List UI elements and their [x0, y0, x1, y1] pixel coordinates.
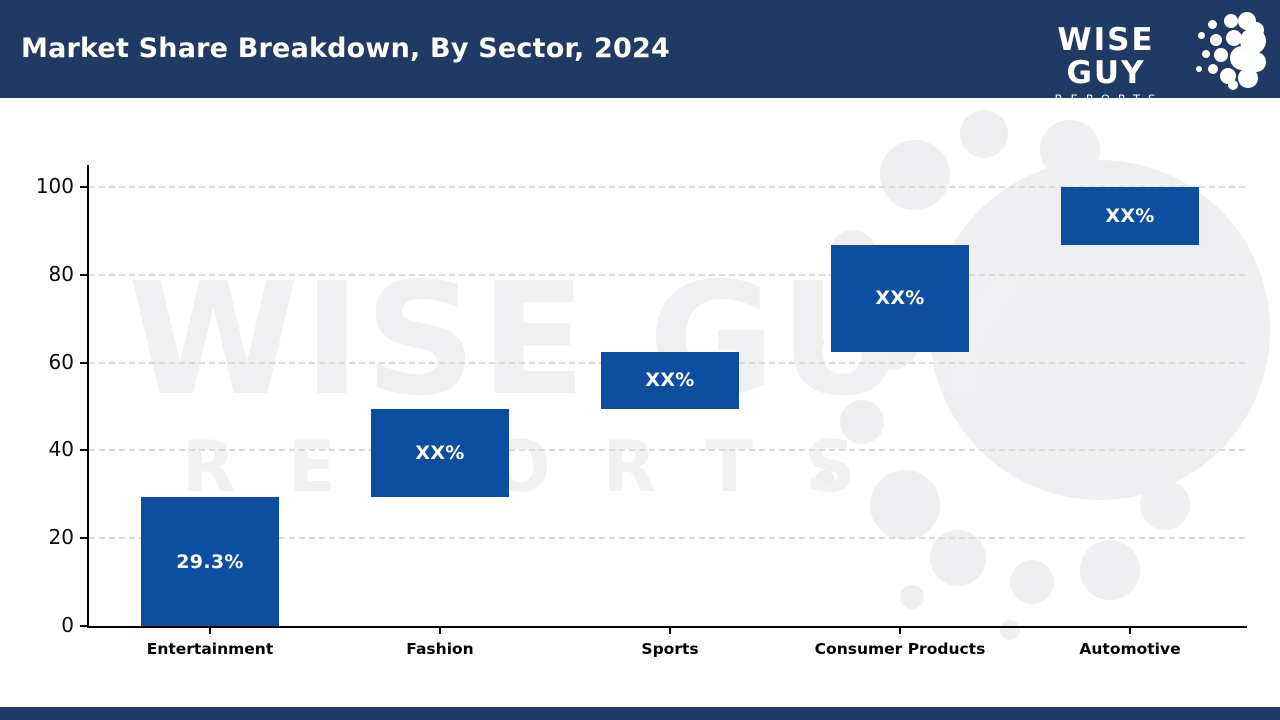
x-axis-category-label: Consumer Products	[814, 640, 986, 658]
x-axis-category-label: Entertainment	[146, 640, 274, 658]
head-dot	[1224, 14, 1238, 28]
head-dot	[1196, 66, 1202, 72]
bar-value-label: XX%	[415, 442, 465, 465]
head-dot	[1202, 50, 1210, 58]
head-dot	[1246, 52, 1266, 72]
y-tick-mark	[80, 537, 89, 540]
head-dot	[1226, 30, 1242, 46]
bar: XX%	[1061, 187, 1199, 245]
bar-value-label: XX%	[645, 369, 695, 392]
wise-guy-reports-logo: WISE GUY REPORTS	[1016, 8, 1266, 106]
head-dot	[1198, 32, 1205, 39]
x-tick-mark	[1129, 626, 1131, 634]
y-tick-label: 80	[48, 261, 74, 286]
page-title: Market Share Breakdown, By Sector, 2024	[21, 33, 670, 64]
x-axis-category-label: Fashion	[406, 640, 474, 658]
head-dot	[1000, 620, 1020, 640]
bar: XX%	[831, 244, 969, 353]
head-dot	[1210, 34, 1222, 46]
head-dot	[1160, 380, 1216, 436]
head-dot	[1040, 120, 1100, 180]
head-dot	[960, 110, 1008, 158]
bar: XX%	[371, 408, 509, 498]
watermark-subtext: REPORTS	[182, 426, 908, 508]
header-bar: Market Share Breakdown, By Sector, 2024 …	[0, 0, 1280, 106]
logo-subtext: REPORTS	[1054, 92, 1164, 107]
y-tick-label: 20	[48, 525, 74, 550]
x-tick-mark	[899, 626, 901, 634]
bar: XX%	[601, 352, 739, 409]
logo-text: WISE GUY REPORTS	[1016, 24, 1196, 106]
head-dot	[1214, 48, 1228, 62]
head-dot	[1208, 64, 1218, 74]
head-dot	[1248, 22, 1264, 38]
x-axis-category-label: Sports	[641, 640, 699, 658]
y-tick-label: 100	[35, 174, 74, 199]
head-dot	[815, 470, 835, 490]
y-tick-label: 0	[61, 613, 74, 638]
head-dot	[870, 470, 940, 540]
head-dot	[900, 585, 924, 609]
head-dot	[930, 530, 986, 586]
x-axis-category-label: Automotive	[1079, 640, 1181, 658]
y-tick-mark	[80, 449, 89, 452]
y-tick-mark	[80, 361, 89, 364]
head-dot	[1238, 68, 1258, 88]
head-dot	[840, 400, 884, 444]
x-tick-mark	[209, 626, 211, 634]
logo-head-icon	[1194, 12, 1266, 90]
y-tick-mark	[80, 625, 89, 627]
x-tick-mark	[669, 626, 671, 634]
gridline	[89, 186, 1245, 188]
head-dot	[1228, 80, 1238, 90]
head-dot	[1208, 20, 1217, 29]
plot-area: 0 20 40 60 80 100 29.3% Entertainment XX% Fashion…	[0, 98, 1280, 707]
head-dot	[1150, 280, 1210, 340]
head-dot	[800, 330, 824, 354]
y-tick-label: 60	[48, 349, 74, 374]
y-tick-mark	[80, 273, 89, 276]
head-dot	[1140, 480, 1190, 530]
y-tick-mark	[80, 186, 89, 188]
gridline	[89, 273, 1245, 276]
x-axis-line	[87, 626, 1247, 628]
gridline	[89, 449, 1245, 452]
bar-value-label: XX%	[1105, 204, 1155, 227]
head-dot	[880, 140, 950, 210]
bar: 29.3%	[141, 497, 279, 626]
head-dot	[1010, 560, 1054, 604]
bar-value-label: 29.3%	[176, 550, 244, 573]
bar-value-label: XX%	[875, 287, 925, 310]
y-axis-line	[87, 165, 89, 628]
x-tick-mark	[439, 626, 441, 634]
logo-wordmark: WISE GUY	[1057, 22, 1155, 91]
head-dot	[1080, 540, 1140, 600]
gridline	[89, 537, 1245, 540]
y-tick-label: 40	[48, 437, 74, 462]
footer-bar	[0, 707, 1280, 720]
